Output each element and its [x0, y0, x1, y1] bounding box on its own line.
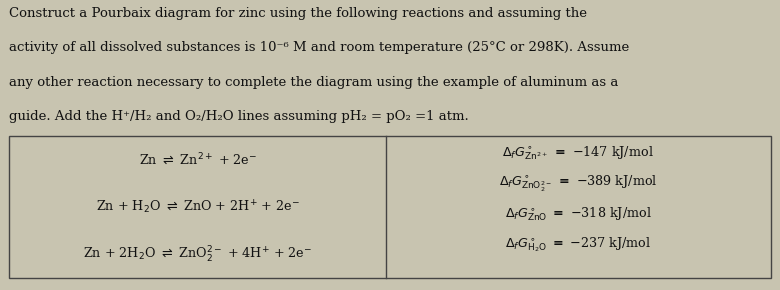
Text: $\Delta_f G^\circ_{\mathrm{Zn^{2+}}}$ $\boldsymbol{=}$ $-$147 kJ/mol: $\Delta_f G^\circ_{\mathrm{Zn^{2+}}}$ $\…: [502, 144, 654, 162]
Bar: [9, 136, 771, 278]
Text: Zn $\rightleftharpoons$ Zn$^{2+}$ + 2e$^{-}$: Zn $\rightleftharpoons$ Zn$^{2+}$ + 2e$^…: [139, 152, 257, 168]
Text: guide. Add the H⁺/H₂ and O₂/H₂O lines assuming pH₂ = pO₂ =1 atm.: guide. Add the H⁺/H₂ and O₂/H₂O lines as…: [9, 110, 469, 123]
Text: Zn + 2H$_2$O $\rightleftharpoons$ ZnO$_2^{2-}$ + 4H$^{+}$ + 2e$^{-}$: Zn + 2H$_2$O $\rightleftharpoons$ ZnO$_2…: [83, 245, 312, 265]
Text: any other reaction necessary to complete the diagram using the example of alumin: any other reaction necessary to complete…: [9, 76, 619, 89]
Text: $\Delta_f G^\circ_{\mathrm{ZnO_2^{2-}}}$ $\boldsymbol{=}$ $-$389 kJ/mol: $\Delta_f G^\circ_{\mathrm{ZnO_2^{2-}}}$…: [499, 174, 658, 194]
Text: $\Delta_f G^\circ_{\mathrm{H_2O}}$ $\boldsymbol{=}$ $-$237 kJ/mol: $\Delta_f G^\circ_{\mathrm{H_2O}}$ $\bol…: [505, 235, 651, 255]
Text: Construct a Pourbaix diagram for zinc using the following reactions and assuming: Construct a Pourbaix diagram for zinc us…: [9, 7, 587, 20]
Text: $\Delta_f G^\circ_{\mathrm{ZnO}}$ $\boldsymbol{=}$ $-$318 kJ/mol: $\Delta_f G^\circ_{\mathrm{ZnO}}$ $\bold…: [505, 206, 652, 223]
Text: Zn + H$_2$O $\rightleftharpoons$ ZnO + 2H$^{+}$ + 2e$^{-}$: Zn + H$_2$O $\rightleftharpoons$ ZnO + 2…: [96, 199, 300, 216]
Text: activity of all dissolved substances is 10⁻⁶ M and room temperature (25°C or 298: activity of all dissolved substances is …: [9, 41, 629, 55]
